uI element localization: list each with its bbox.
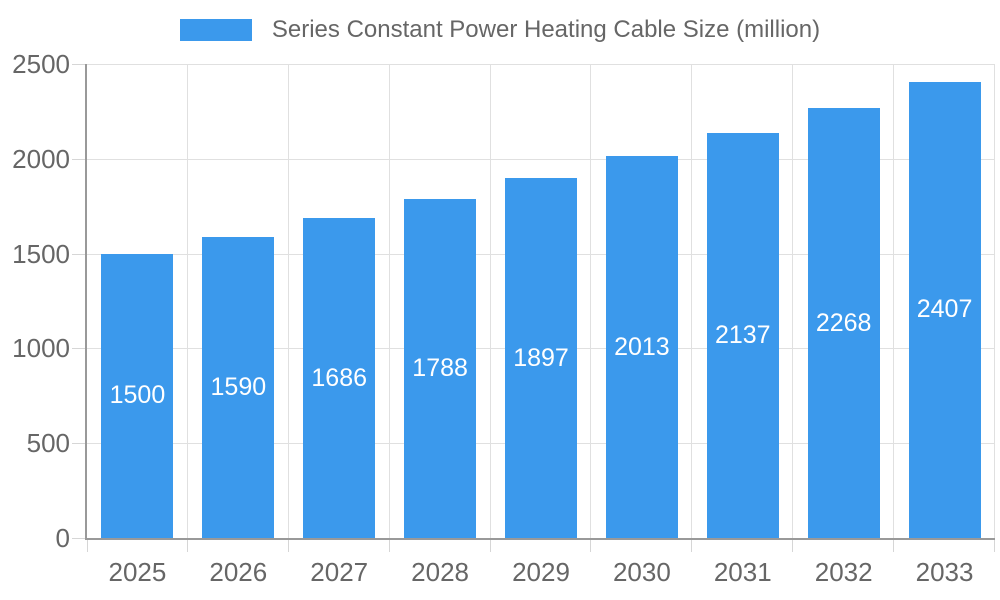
y-axis-label: 1500: [12, 238, 70, 269]
y-axis-tick: [72, 538, 85, 539]
x-axis-tick: [87, 540, 88, 552]
x-gridline: [994, 64, 995, 538]
x-axis-tick: [186, 540, 188, 552]
legend-swatch-icon: [179, 19, 252, 41]
bar-2025[interactable]: 1500: [101, 253, 174, 538]
bar-2026[interactable]: 1590: [202, 236, 275, 538]
x-axis-label-2031: 2031: [713, 557, 772, 587]
x-gridline: [287, 64, 289, 538]
bar-value-label: 2407: [916, 295, 973, 324]
x-gridline: [186, 64, 188, 538]
x-axis-label-2032: 2032: [814, 557, 873, 587]
bar-value-label: 1590: [210, 372, 267, 401]
x-gridline: [893, 64, 895, 538]
bar-value-label: 2137: [714, 320, 771, 349]
x-axis-label-2028: 2028: [411, 557, 470, 587]
x-axis-tick: [287, 540, 289, 552]
x-gridline: [489, 64, 491, 538]
bar-2032[interactable]: 2268: [807, 108, 880, 538]
x-axis-label-2025: 2025: [108, 557, 167, 587]
y-axis-label: 500: [26, 428, 70, 459]
bar-value-label: 1897: [513, 343, 569, 372]
y-gridline: [87, 64, 995, 65]
bar-2030[interactable]: 2013: [605, 156, 678, 538]
x-axis-tick: [489, 540, 491, 552]
bar-2029[interactable]: 1897: [505, 178, 577, 538]
x-gridline: [792, 64, 794, 538]
x-axis-label-2027: 2027: [310, 557, 369, 587]
y-axis-label: 2000: [12, 143, 70, 174]
bar-2028[interactable]: 1788: [404, 199, 477, 538]
bar-value-label: 1500: [109, 381, 166, 410]
x-axis-tick: [994, 540, 995, 552]
plot-area: 0 500 1000 1500 2000 2500 1500 2025 1590 2026 1686…: [12, 49, 995, 587]
x-gridline: [388, 64, 390, 538]
x-axis-tick: [893, 540, 895, 552]
legend: Series Constant Power Heating Cable Size…: [0, 16, 1000, 44]
y-axis-tick: [72, 348, 85, 350]
x-axis-tick: [590, 540, 592, 552]
legend-item[interactable]: Series Constant Power Heating Cable Size…: [179, 16, 821, 44]
y-axis-tick: [72, 443, 85, 445]
x-axis-tick: [691, 540, 693, 552]
y-axis-tick: [72, 64, 85, 65]
x-axis-label-2026: 2026: [209, 557, 268, 587]
y-axis-tick: [72, 158, 85, 160]
y-axis-label: 0: [55, 523, 70, 553]
bar-value-label: 1686: [311, 363, 368, 392]
x-axis-tick: [792, 540, 794, 552]
y-axis-label: 2500: [12, 49, 70, 79]
x-axis-label-2030: 2030: [612, 557, 671, 587]
y-axis-tick: [72, 253, 85, 255]
x-gridline: [590, 64, 592, 538]
bar-value-label: 2268: [815, 308, 872, 337]
x-axis-label-2033: 2033: [915, 557, 974, 587]
y-gridline: [87, 158, 995, 160]
x-axis-tick: [388, 540, 390, 552]
legend-label: Series Constant Power Heating Cable Size…: [271, 16, 821, 43]
bar-value-label: 1788: [412, 354, 468, 382]
y-axis-label: 1000: [12, 333, 70, 364]
bar-2033[interactable]: 2407: [908, 81, 981, 538]
x-axis-label-2029: 2029: [512, 557, 570, 587]
bar-2031[interactable]: 2137: [706, 132, 779, 538]
bar-2027[interactable]: 1686: [303, 218, 376, 538]
bar-value-label: 2013: [614, 332, 670, 361]
x-gridline: [691, 64, 693, 538]
